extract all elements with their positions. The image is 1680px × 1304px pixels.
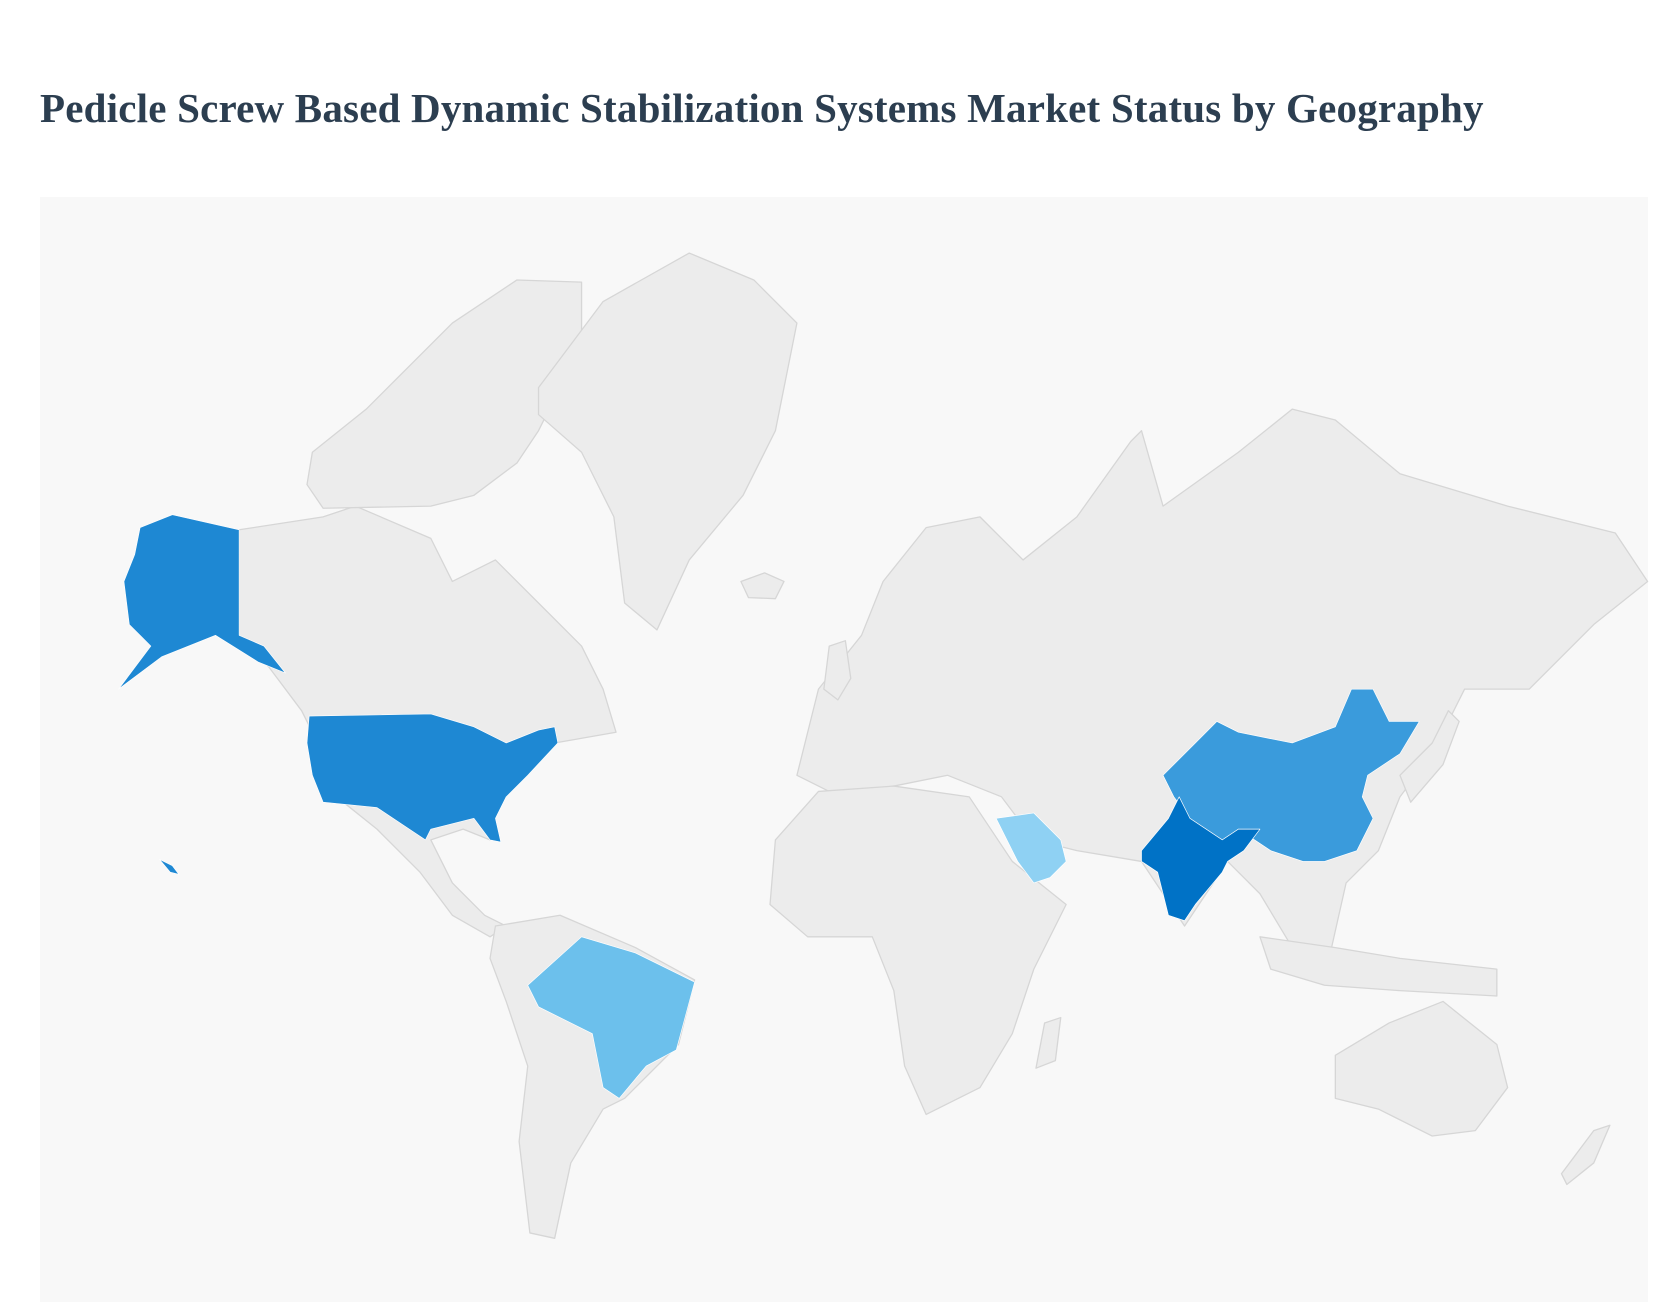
land-greenland <box>537 252 798 631</box>
page-title: Pedicle Screw Based Dynamic Stabilizatio… <box>40 85 1484 131</box>
land-iceland <box>740 572 785 600</box>
land-arctic-islands <box>306 279 583 509</box>
land-uk <box>823 640 852 701</box>
region-india[interactable]: India <box>1141 796 1261 921</box>
land-eurasia <box>796 408 1649 970</box>
region-united-states[interactable]: United States <box>306 713 559 843</box>
land-new-zealand <box>1560 1124 1611 1186</box>
land-australia <box>1334 1000 1509 1137</box>
region-united-states-hawaii[interactable]: United States <box>159 858 180 875</box>
land-japan <box>1399 710 1460 803</box>
land-madagascar <box>1035 1016 1062 1069</box>
region-saudi-arabia[interactable]: Saudi Arabia <box>995 812 1067 884</box>
region-united-states-alaska[interactable]: United States <box>118 514 286 690</box>
region-brazil[interactable]: Brazil <box>527 936 695 1099</box>
land-africa <box>769 785 1067 1116</box>
land-se-asia-islands <box>1259 936 1498 997</box>
